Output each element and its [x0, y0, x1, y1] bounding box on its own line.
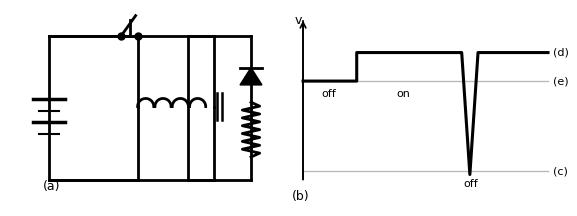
Text: off: off: [321, 89, 336, 99]
Polygon shape: [240, 68, 262, 85]
Text: v: v: [295, 14, 302, 27]
Text: (c): (c): [553, 166, 568, 176]
Text: (d): (d): [553, 48, 568, 57]
Text: off: off: [464, 179, 478, 189]
Text: on: on: [396, 89, 410, 99]
Text: (a): (a): [43, 180, 61, 193]
Text: (b): (b): [291, 190, 309, 203]
Text: (e): (e): [553, 76, 568, 86]
